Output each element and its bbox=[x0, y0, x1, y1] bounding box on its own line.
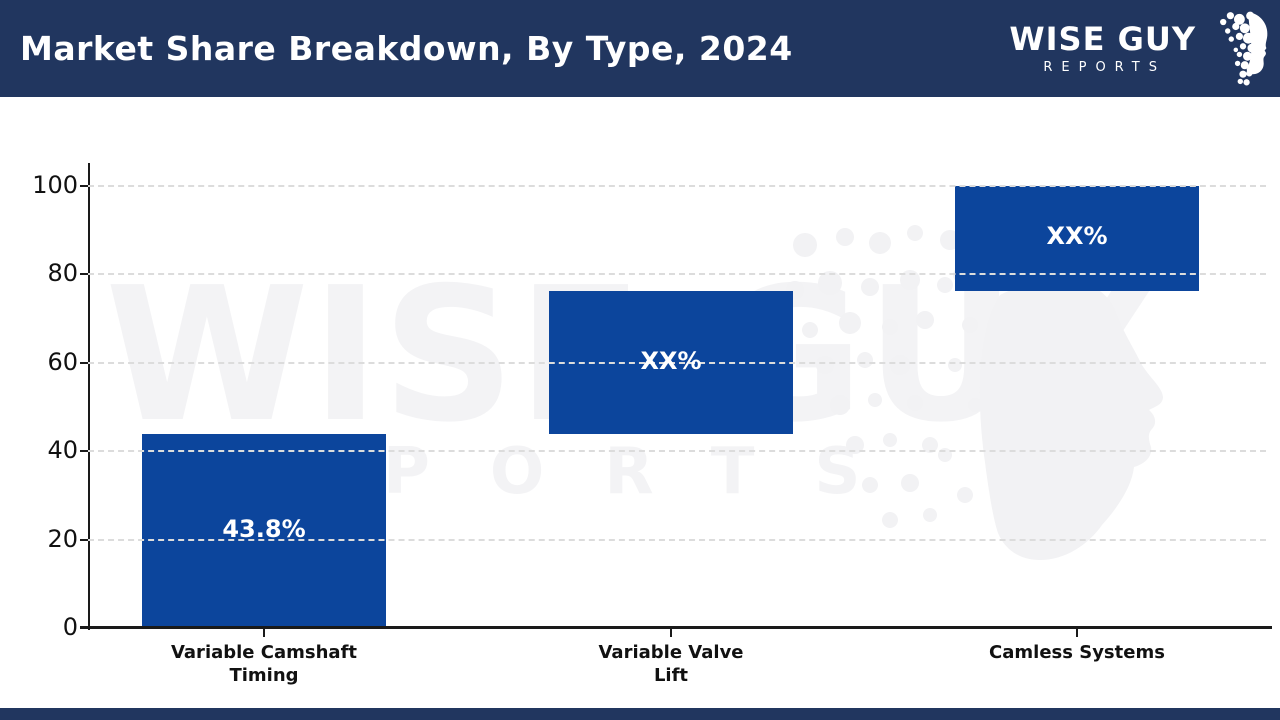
x-axis-line bbox=[80, 626, 1272, 629]
gridline-60 bbox=[88, 361, 1266, 364]
x-tick bbox=[670, 629, 672, 637]
gridline-20 bbox=[88, 538, 1266, 541]
chart-area: WISE GUY REPORTS 0 20 40 60 80 10 bbox=[0, 97, 1280, 708]
x-category-label: Variable Valve Lift bbox=[598, 642, 744, 687]
y-tick-label-40: 40 bbox=[47, 436, 78, 465]
y-tick-label-60: 60 bbox=[47, 347, 78, 376]
page-title: Market Share Breakdown, By Type, 2024 bbox=[20, 29, 793, 68]
x-tick bbox=[263, 629, 265, 637]
y-tick-0 bbox=[80, 627, 88, 629]
y-tick-label-80: 80 bbox=[47, 259, 78, 288]
watermark-face-icon bbox=[786, 225, 1163, 560]
bar-value-label: XX% bbox=[1046, 222, 1108, 251]
x-tick bbox=[1076, 629, 1078, 637]
bar-value-label: XX% bbox=[640, 346, 702, 375]
y-tick-label-20: 20 bbox=[47, 524, 78, 553]
logo-wordmark: WISE GUY bbox=[1009, 20, 1196, 59]
header-band: Market Share Breakdown, By Type, 2024 WI… bbox=[0, 0, 1280, 97]
bar-segment bbox=[955, 186, 1199, 291]
logo-subtitle: REPORTS bbox=[1043, 59, 1166, 75]
x-category-label: Variable Camshaft Timing bbox=[170, 642, 358, 687]
y-tick-80 bbox=[80, 273, 88, 276]
y-tick-100 bbox=[80, 185, 88, 187]
y-tick-60 bbox=[80, 361, 88, 364]
bar-value-label: 43.8% bbox=[222, 515, 306, 544]
footer-band bbox=[0, 708, 1280, 720]
logo-face-icon bbox=[1220, 11, 1268, 86]
gridline-100 bbox=[88, 185, 1266, 187]
logo-text: WISE GUY REPORTS bbox=[1009, 23, 1196, 75]
y-tick-40 bbox=[80, 450, 88, 453]
bar-segment bbox=[142, 434, 386, 628]
y-tick-label-100: 100 bbox=[32, 171, 78, 199]
wise-guy-reports-logo: WISE GUY REPORTS bbox=[1009, 5, 1270, 93]
x-category-label: Camless Systems bbox=[989, 642, 1165, 663]
gridline-80 bbox=[88, 273, 1266, 276]
gridline-40 bbox=[88, 450, 1266, 453]
y-axis-line bbox=[88, 163, 90, 630]
y-tick-label-0: 0 bbox=[62, 613, 78, 641]
y-tick-20 bbox=[80, 538, 88, 541]
